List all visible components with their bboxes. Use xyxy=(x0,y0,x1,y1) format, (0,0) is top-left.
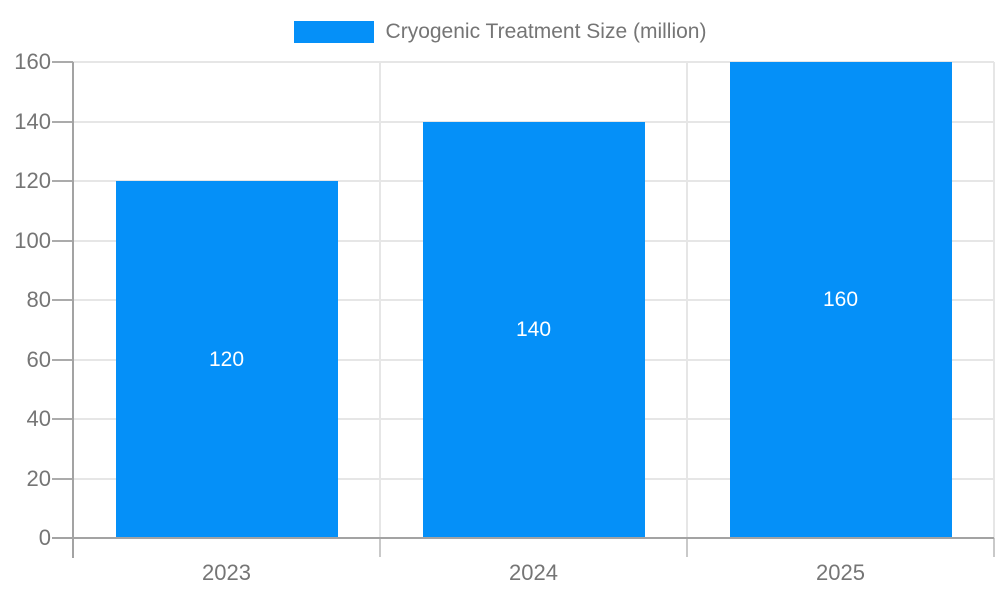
gridline-horizontal xyxy=(73,61,994,63)
gridline-vertical xyxy=(993,62,995,538)
x-axis-tick xyxy=(686,538,688,557)
y-axis-label: 160 xyxy=(14,49,51,74)
y-axis-tick xyxy=(52,61,73,63)
gridline-vertical xyxy=(686,62,688,538)
legend: Cryogenic Treatment Size (million) xyxy=(0,20,1000,44)
y-axis-label: 140 xyxy=(14,108,51,134)
y-axis-label: 40 xyxy=(26,406,51,431)
legend-label: Cryogenic Treatment Size (million) xyxy=(385,20,707,43)
x-axis-line xyxy=(52,537,994,539)
y-axis-tick xyxy=(52,120,73,123)
y-axis-tick xyxy=(52,239,73,242)
x-axis-tick xyxy=(993,538,995,557)
bar-value-label: 140 xyxy=(515,317,552,341)
y-axis-label: 20 xyxy=(26,465,51,491)
bar xyxy=(730,62,952,538)
y-axis-label: 60 xyxy=(26,346,51,372)
x-axis-label: 2023 xyxy=(202,560,251,585)
legend-swatch xyxy=(293,21,374,43)
y-axis-tick xyxy=(52,358,73,361)
x-axis-label: 2024 xyxy=(509,560,558,585)
y-axis-tick xyxy=(52,299,73,301)
y-axis-line xyxy=(72,62,74,558)
y-axis-label: 100 xyxy=(14,227,51,253)
gridline-vertical xyxy=(379,62,381,538)
bar-value-label: 120 xyxy=(208,347,245,371)
y-axis-label: 0 xyxy=(38,525,51,550)
bar xyxy=(423,121,645,538)
x-axis-label: 2025 xyxy=(816,560,865,585)
y-axis-label: 80 xyxy=(26,287,51,312)
y-axis-tick xyxy=(52,418,73,420)
y-axis-label: 120 xyxy=(14,168,51,193)
x-axis-tick xyxy=(379,538,381,557)
y-axis-tick xyxy=(52,180,73,182)
bar-value-label: 160 xyxy=(822,288,859,311)
bar xyxy=(116,181,338,538)
y-axis-tick xyxy=(52,477,73,480)
